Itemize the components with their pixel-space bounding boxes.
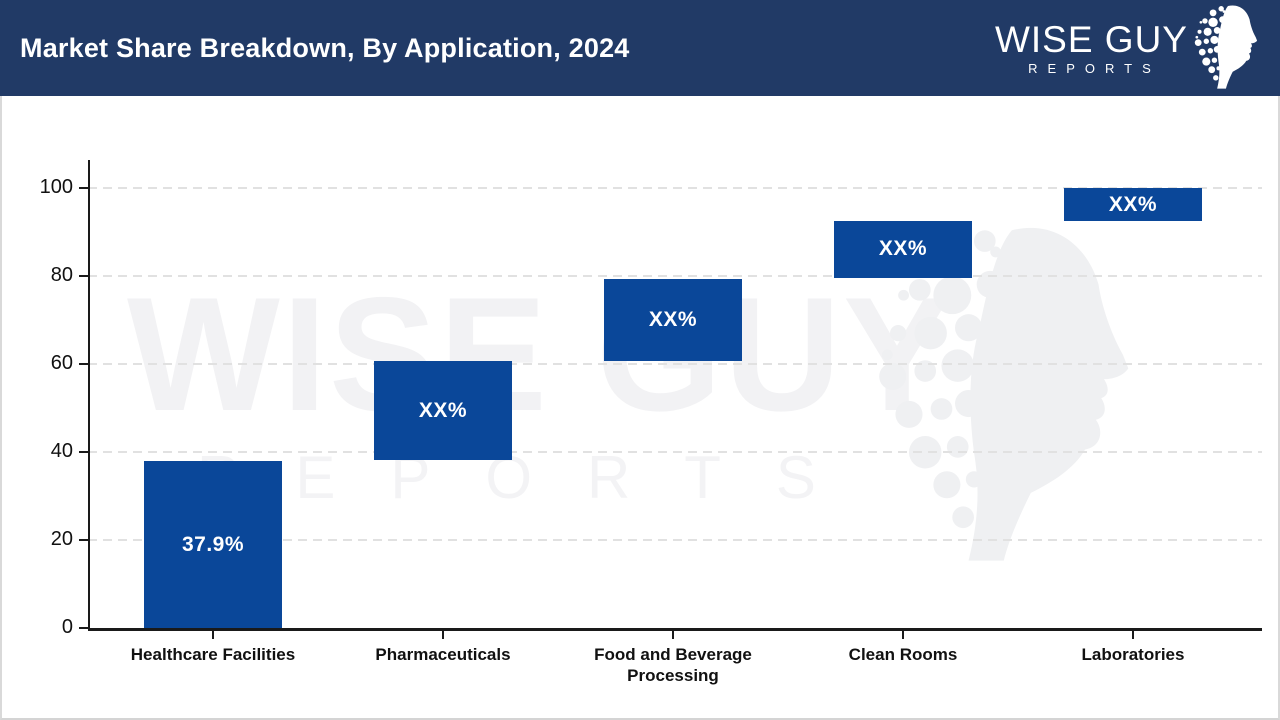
y-tick-label: 100 bbox=[39, 176, 73, 198]
bar-value-label: XX% bbox=[648, 307, 698, 331]
gridline bbox=[88, 539, 1262, 541]
x-category-label: Clean Rooms bbox=[848, 645, 958, 664]
y-tick bbox=[79, 451, 88, 453]
y-tick-label: 80 bbox=[50, 264, 73, 286]
y-tick bbox=[79, 275, 88, 277]
y-tick-label: 60 bbox=[50, 352, 73, 374]
gridline bbox=[88, 187, 1262, 189]
y-tick-label: 20 bbox=[50, 528, 73, 550]
bar-segment: 37.9% bbox=[144, 461, 282, 628]
x-tick bbox=[212, 630, 214, 639]
bar-value-label: XX% bbox=[418, 398, 468, 422]
bar-segment: XX% bbox=[604, 278, 742, 362]
watermark-wordmark: WISE GUY bbox=[127, 264, 954, 445]
bar-value-label: XX% bbox=[878, 237, 928, 261]
header-bar: Market Share Breakdown, By Application, … bbox=[0, 0, 1280, 96]
wise-guy-logo: WISE GUY REPORTS bbox=[995, 2, 1270, 95]
head-profile-icon bbox=[1190, 2, 1270, 95]
bar-segment: XX% bbox=[1064, 188, 1202, 222]
logo-text: WISE GUY REPORTS bbox=[995, 21, 1188, 76]
logo-wordmark: WISE GUY bbox=[994, 18, 1188, 60]
page-title: Market Share Breakdown, By Application, … bbox=[20, 32, 630, 63]
x-tick bbox=[902, 630, 904, 639]
x-category-label: Pharmaceuticals bbox=[375, 645, 511, 664]
watermark-subtitle: REPORTS bbox=[197, 444, 871, 511]
x-category-label: Laboratories bbox=[1081, 645, 1185, 664]
y-axis-line bbox=[88, 160, 90, 631]
y-tick bbox=[79, 187, 88, 189]
gridline bbox=[88, 275, 1262, 277]
x-tick bbox=[1132, 630, 1134, 639]
bar-segment: XX% bbox=[374, 361, 512, 460]
x-tick bbox=[672, 630, 674, 639]
x-tick bbox=[442, 630, 444, 639]
bar-segment: XX% bbox=[834, 221, 972, 278]
logo-subtitle: REPORTS bbox=[1028, 60, 1161, 76]
x-category-label: Healthcare Facilities bbox=[130, 645, 296, 664]
y-tick bbox=[79, 627, 88, 629]
y-tick bbox=[79, 539, 88, 541]
gridline bbox=[88, 363, 1262, 365]
x-category-label: Food and Beverage Processing bbox=[594, 645, 752, 686]
watermark-head-profile-icon bbox=[870, 214, 1170, 571]
y-tick-label: 40 bbox=[50, 440, 73, 462]
gridline bbox=[88, 451, 1262, 453]
x-axis-line bbox=[88, 628, 1262, 631]
y-tick-label: 0 bbox=[61, 616, 73, 638]
y-tick bbox=[79, 363, 88, 365]
bar-value-label: 37.9% bbox=[181, 532, 245, 556]
chart-area: WISE GUY REPORTS 0 20 40 60 80 100 37.9% Heal… bbox=[0, 96, 1280, 720]
bar-value-label: XX% bbox=[1108, 192, 1158, 216]
